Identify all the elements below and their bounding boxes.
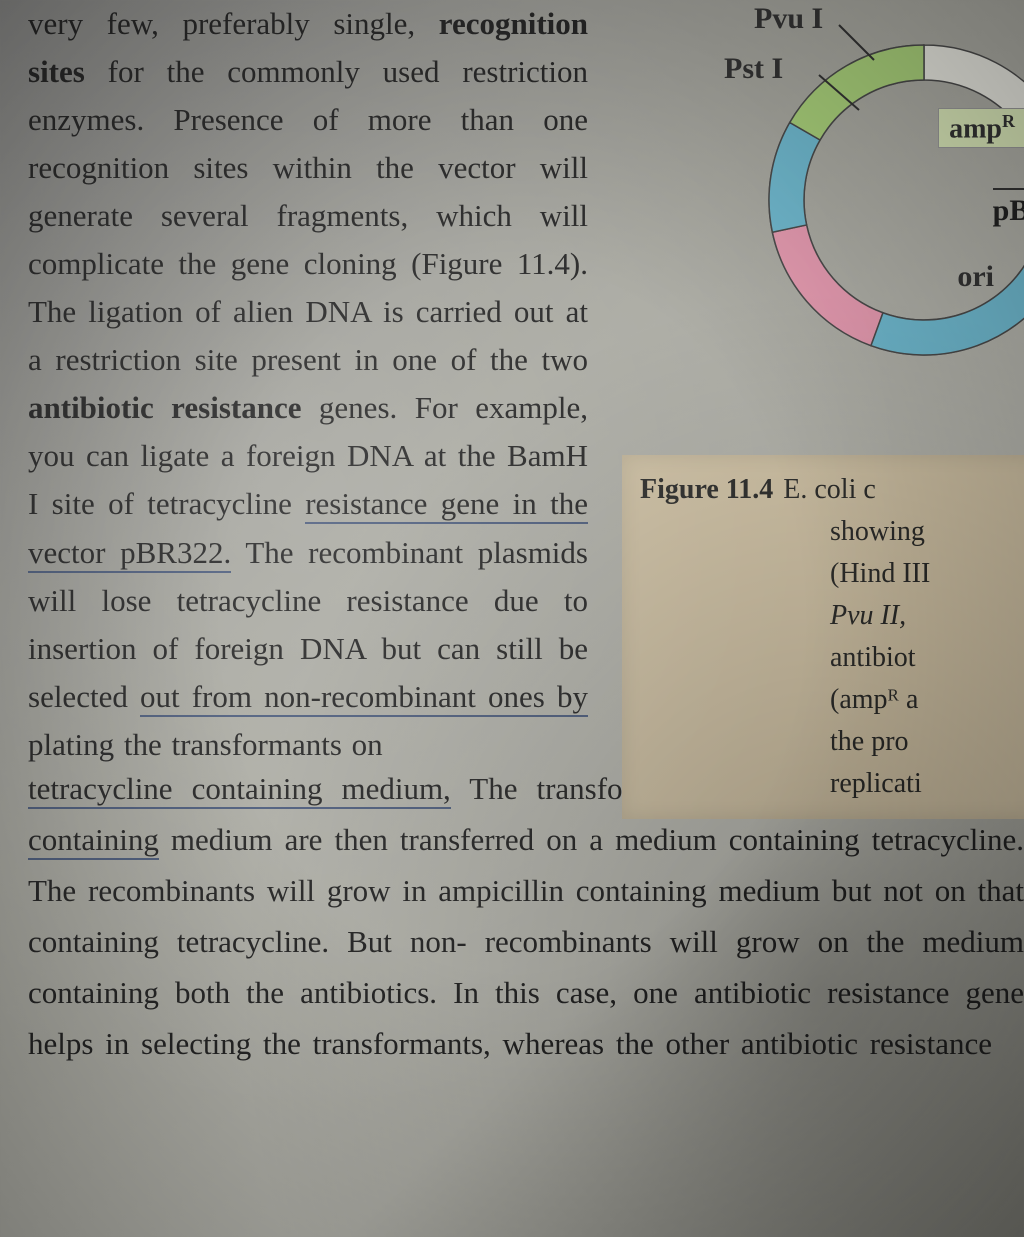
underline-2: out from non-recombinant ones by — [140, 679, 588, 717]
amp-text: amp — [949, 113, 1002, 144]
plasmid-svg — [624, 0, 1024, 410]
label-pvu: Pvu I — [754, 2, 823, 36]
label-amp: ampR — [938, 108, 1024, 148]
underline-3: tetracycline containing medium, — [28, 771, 451, 809]
amp-sup: R — [1002, 111, 1015, 131]
fig-l4: Pvu II, — [640, 595, 1024, 637]
para1-e: plating the transformants on — [28, 727, 383, 762]
fig-l1: E. coli c — [783, 469, 876, 511]
full-b: medium are then transferred on a medium … — [28, 822, 1024, 1062]
label-pbr: pBR3 — [993, 188, 1024, 228]
main-text-column: very few, preferably single, recognition… — [28, 0, 588, 769]
fig-l5: antibiot — [640, 637, 1024, 679]
bold-antibiotic: antibiotic resistance — [28, 390, 301, 425]
figure-caption: Figure 11.4 E. coli c showing (Hind III … — [622, 455, 1024, 819]
fig-l3: (Hind III — [640, 553, 1024, 595]
figure-column: Pvu I Pst I ampR pBR3 ori Figure 11.4 E.… — [612, 0, 1024, 769]
fig-l8: replicati — [640, 763, 1024, 805]
para1-b: for the commonly used restriction enzyme… — [28, 54, 588, 377]
line-top: very few, preferably single, — [28, 6, 415, 41]
fig-l7: the pro — [640, 721, 1024, 763]
figure-number: Figure 11.4 — [640, 469, 773, 511]
label-ori: ori — [957, 260, 994, 294]
page-content: very few, preferably single, recognition… — [0, 0, 1024, 1070]
two-column-region: very few, preferably single, recognition… — [28, 0, 1024, 769]
fig-l2: showing — [640, 511, 1024, 553]
label-pst: Pst I — [724, 52, 783, 86]
fig-l6: (ampᴿ a — [640, 679, 1024, 721]
plasmid-diagram: Pvu I Pst I ampR pBR3 ori — [624, 0, 1024, 410]
